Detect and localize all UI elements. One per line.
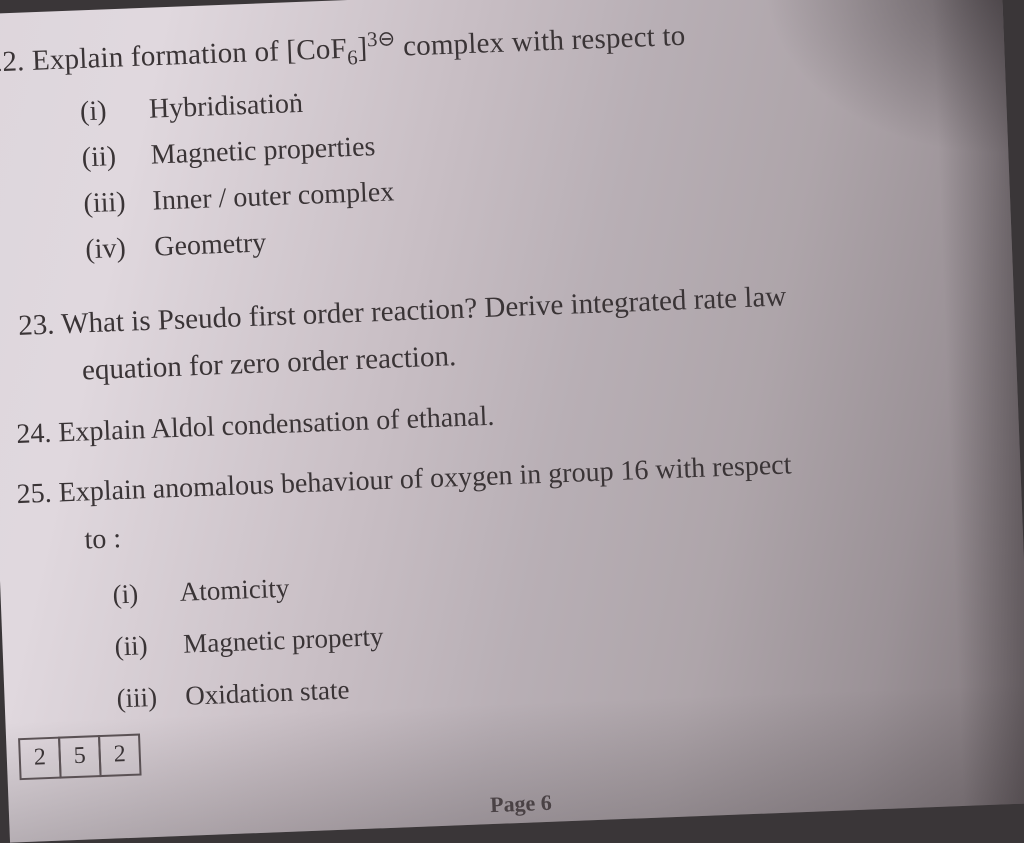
- question-25-sublist: (i) Atomicity (ii) Magnetic property (ii…: [20, 542, 959, 723]
- question-22-sublist: (i) Hybridisatioṅ (ii) Magnetic properti…: [0, 63, 971, 271]
- item-text: Magnetic property: [183, 621, 384, 659]
- item-text: Oxidation state: [185, 674, 350, 710]
- question-25: 25. Explain anomalous behaviour of oxyge…: [16, 438, 959, 724]
- item-marker: (iv): [85, 232, 148, 266]
- item-marker: (i): [79, 94, 142, 128]
- answer-box-3: 2: [98, 733, 142, 777]
- item-marker: (i): [112, 572, 176, 616]
- question-22-lead: Explain formation of [CoF: [31, 33, 347, 77]
- item-marker: (iii): [116, 676, 180, 720]
- page-content: 2. 22. Explain formation of [CoF6]3⊖ com…: [0, 0, 1024, 780]
- formula-sup-minus: ⊖: [377, 26, 396, 51]
- exam-page: 2. 22. Explain formation of [CoF6]3⊖ com…: [0, 0, 1024, 843]
- page-footer: Page 6: [9, 771, 1024, 836]
- question-24-text: Explain Aldol condensation of ethanal.: [58, 401, 495, 449]
- question-25-number: 25.: [16, 478, 52, 510]
- question-23-number: 23.: [18, 309, 55, 342]
- question-24-number: 24.: [16, 418, 52, 450]
- answer-box-1: 2: [18, 736, 62, 780]
- question-23: 23. What is Pseudo first order reaction?…: [17, 268, 946, 397]
- question-22-tail: complex with respect to: [402, 20, 685, 63]
- item-marker: (ii): [114, 624, 178, 668]
- answer-box-2: 5: [58, 735, 102, 779]
- item-text: Hybridisatioṅ: [148, 88, 303, 125]
- item-text: Atomicity: [179, 573, 290, 607]
- question-22-number: 2. 22.: [0, 45, 25, 80]
- item-marker: (ii): [81, 140, 144, 174]
- item-marker: (iii): [83, 186, 146, 220]
- item-text: Geometry: [154, 228, 267, 263]
- item-text: Inner / outer complex: [152, 177, 395, 217]
- item-text: Magnetic properties: [150, 132, 376, 172]
